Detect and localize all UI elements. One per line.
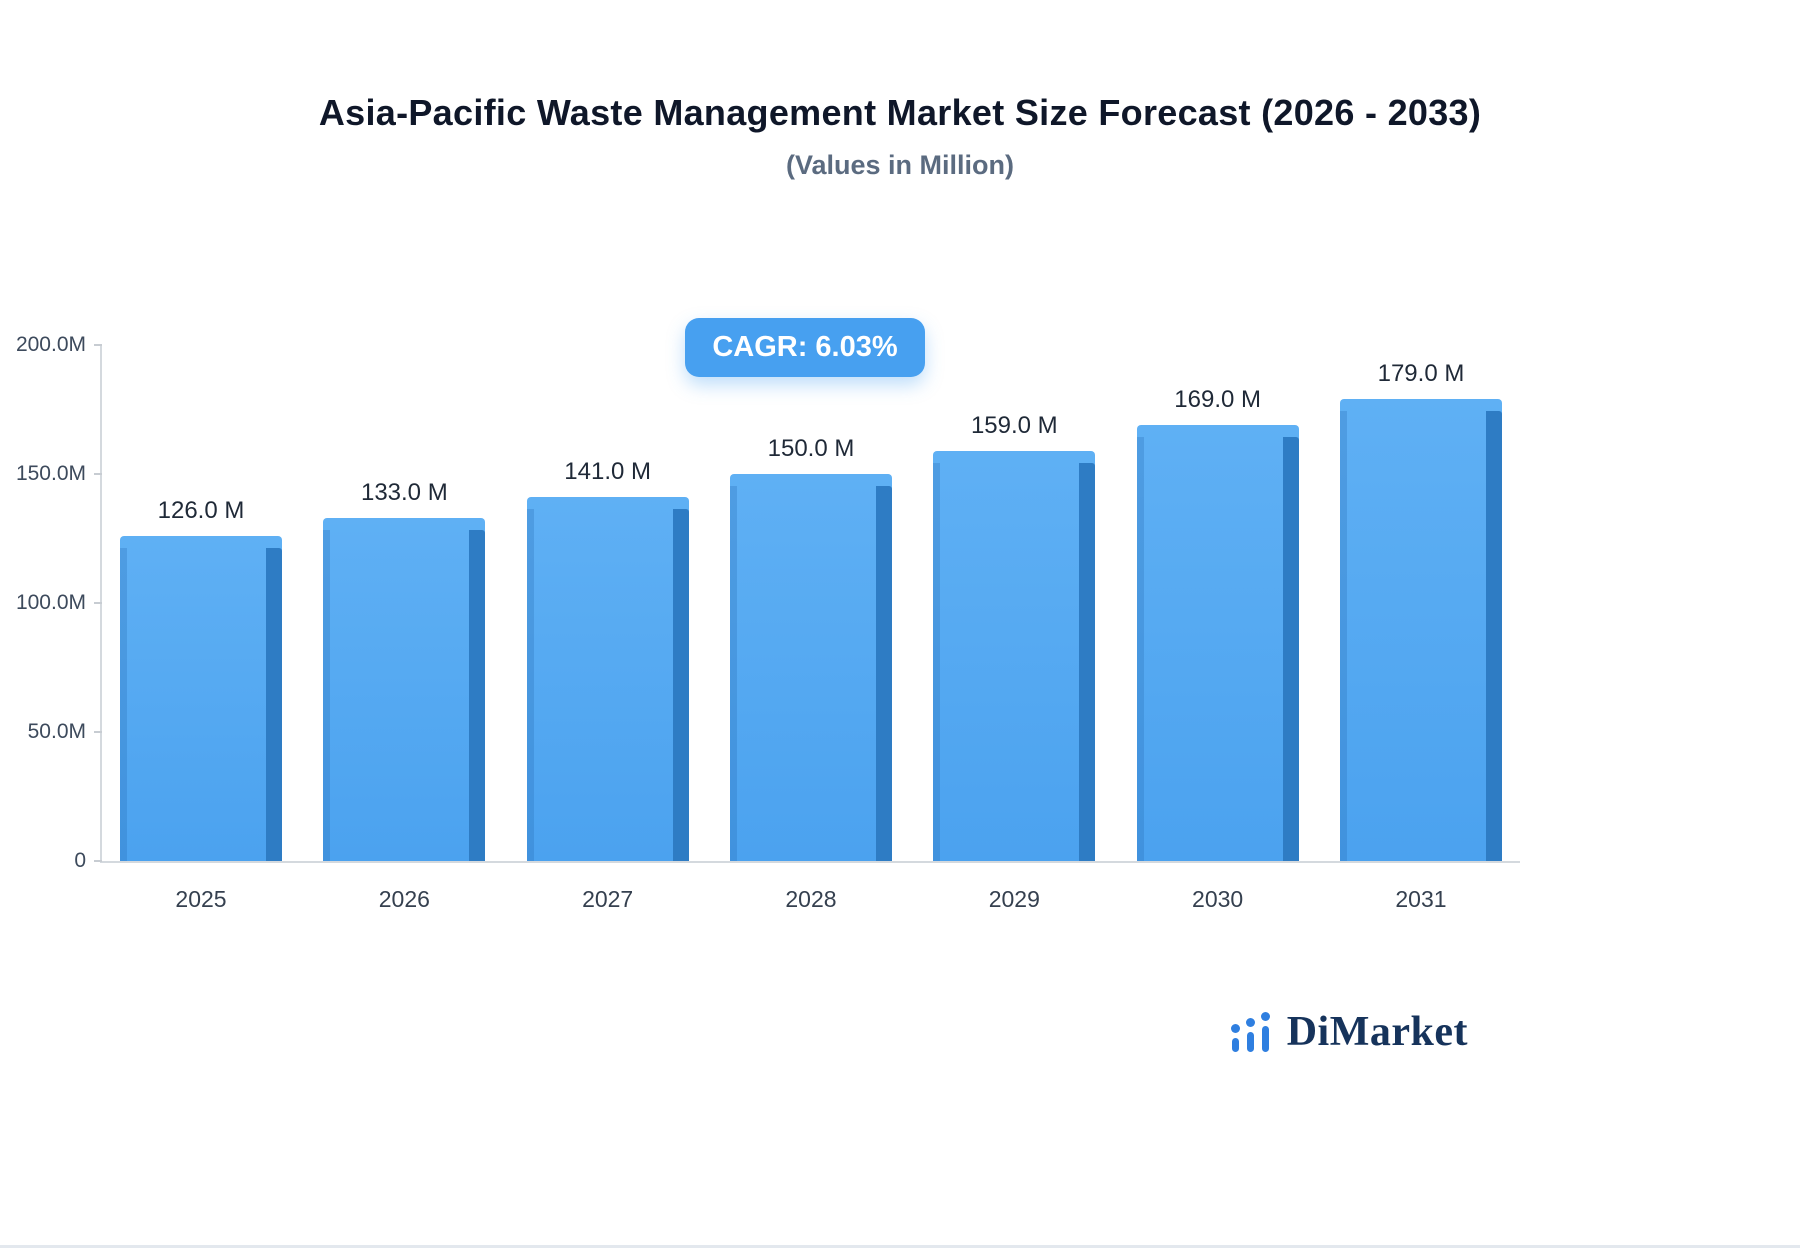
bar-group: 159.0 M 2029 [933,345,1096,912]
badge-row: CAGR: 6.03% [0,318,1800,377]
x-axis-label: 2030 [1192,886,1244,912]
page-title: Asia-Pacific Waste Management Market Siz… [318,92,1482,133]
bar-group: 133.0 M 2026 [323,345,486,912]
x-axis-label: 2031 [1395,886,1447,912]
bar-group: 141.0 M 2027 [526,345,689,912]
bar[interactable] [120,535,282,862]
y-tick-label: 150.0M [15,462,86,485]
x-axis-label: 2027 [582,886,634,912]
bar-chart: 200.0M 150.0M 100.0M 50.0M 0 126.0 M 2025 133.… [16,333,1520,912]
bar[interactable] [323,517,486,862]
cagr-badge: CAGR: 6.03% [685,318,925,377]
bars: 126.0 M 2025 133.0 M 2026 141.0 M 2027 150.0 M… [102,345,1520,912]
x-axis-label: 2025 [175,886,227,912]
bar[interactable] [1339,399,1502,861]
y-tick-mark [94,731,102,733]
bar-value-label: 126.0 M [157,496,245,524]
y-tick-label: 50.0M [27,720,86,743]
bar-value-label: 141.0 M [564,458,652,486]
brand-logo: DiMarket [1230,1008,1468,1056]
page-subtitle: (Values in Million) [785,150,1015,180]
bar-group: 150.0 M 2028 [729,345,892,912]
x-axis-label: 2028 [785,886,837,912]
brand-name: DiMarket [1286,1009,1468,1055]
bar-group: 169.0 M 2030 [1136,345,1299,912]
x-axis-label: 2029 [988,886,1040,912]
bar-group: 126.0 M 2025 [120,345,282,912]
y-tick-mark [94,860,102,862]
y-tick-mark [94,473,102,475]
bar-value-label: 179.0 M [1377,360,1465,388]
bar[interactable] [1136,424,1299,862]
bar-group: 179.0 M 2031 [1339,345,1502,912]
bar[interactable] [933,450,1096,862]
chart-bars-icon [1230,1012,1274,1052]
bar[interactable] [526,497,689,861]
x-axis-label: 2026 [378,886,430,912]
bar-value-label: 150.0 M [767,435,855,462]
y-tick-label: 100.0M [15,591,86,614]
y-tick-label: 0 [74,849,86,872]
bar-value-label: 133.0 M [360,478,448,506]
bar-value-label: 169.0 M [1174,385,1261,413]
y-tick-mark [94,602,102,604]
bar-value-label: 159.0 M [970,411,1058,439]
bar[interactable] [729,474,892,861]
